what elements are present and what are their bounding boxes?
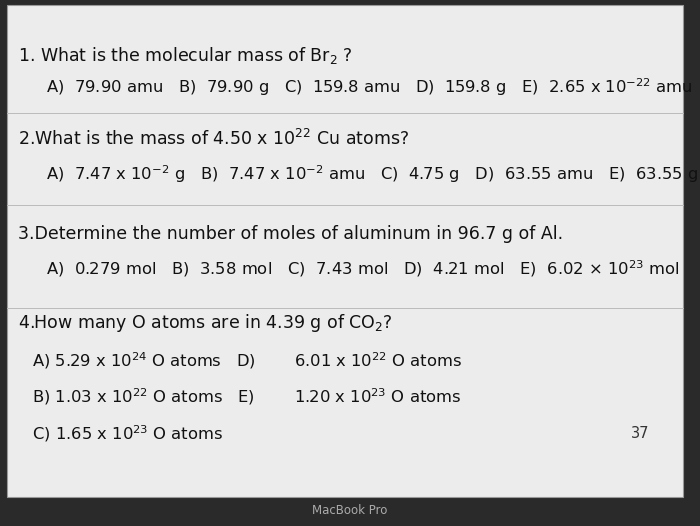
Text: MacBook Pro: MacBook Pro — [312, 503, 388, 517]
Text: C) 1.65 x $\mathregular{10^{23}}$ O atoms: C) 1.65 x $\mathregular{10^{23}}$ O atom… — [32, 423, 223, 444]
Text: A)  7.47 x $\mathregular{10^{-2}}$ g   B)  7.47 x $\mathregular{10^{-2}}$ amu   : A) 7.47 x $\mathregular{10^{-2}}$ g B) 7… — [46, 164, 698, 186]
Text: 37: 37 — [631, 427, 650, 441]
Text: 1. What is the molecular mass of $\mathregular{Br_2}$ ?: 1. What is the molecular mass of $\mathr… — [18, 45, 352, 66]
Text: 1.20 x $\mathregular{10^{23}}$ O atoms: 1.20 x $\mathregular{10^{23}}$ O atoms — [294, 388, 461, 407]
Text: 3.Determine the number of moles of aluminum in 96.7 g of Al.: 3.Determine the number of moles of alumi… — [18, 225, 563, 243]
Text: 2.What is the mass of 4.50 x $\mathregular{10^{22}}$ Cu atoms?: 2.What is the mass of 4.50 x $\mathregul… — [18, 129, 409, 149]
Text: 6.01 x $\mathregular{10^{22}}$ O atoms: 6.01 x $\mathregular{10^{22}}$ O atoms — [294, 351, 462, 370]
Text: A) 5.29 x $\mathregular{10^{24}}$ O atoms   D): A) 5.29 x $\mathregular{10^{24}}$ O atom… — [32, 350, 256, 371]
Text: 4.How many O atoms are in 4.39 g of $\mathregular{CO_2}$?: 4.How many O atoms are in 4.39 g of $\ma… — [18, 312, 392, 335]
FancyBboxPatch shape — [7, 5, 682, 497]
Text: A)  79.90 amu   B)  79.90 g   C)  159.8 amu   D)  159.8 g   E)  2.65 x $\mathreg: A) 79.90 amu B) 79.90 g C) 159.8 amu D) … — [46, 76, 692, 98]
Text: B) 1.03 x $\mathregular{10^{22}}$ O atoms   E): B) 1.03 x $\mathregular{10^{22}}$ O atom… — [32, 387, 254, 408]
Text: A)  0.279 mol   B)  3.58 mol   C)  7.43 mol   D)  4.21 mol   E)  6.02 $\times$ $: A) 0.279 mol B) 3.58 mol C) 7.43 mol D) … — [46, 258, 679, 279]
